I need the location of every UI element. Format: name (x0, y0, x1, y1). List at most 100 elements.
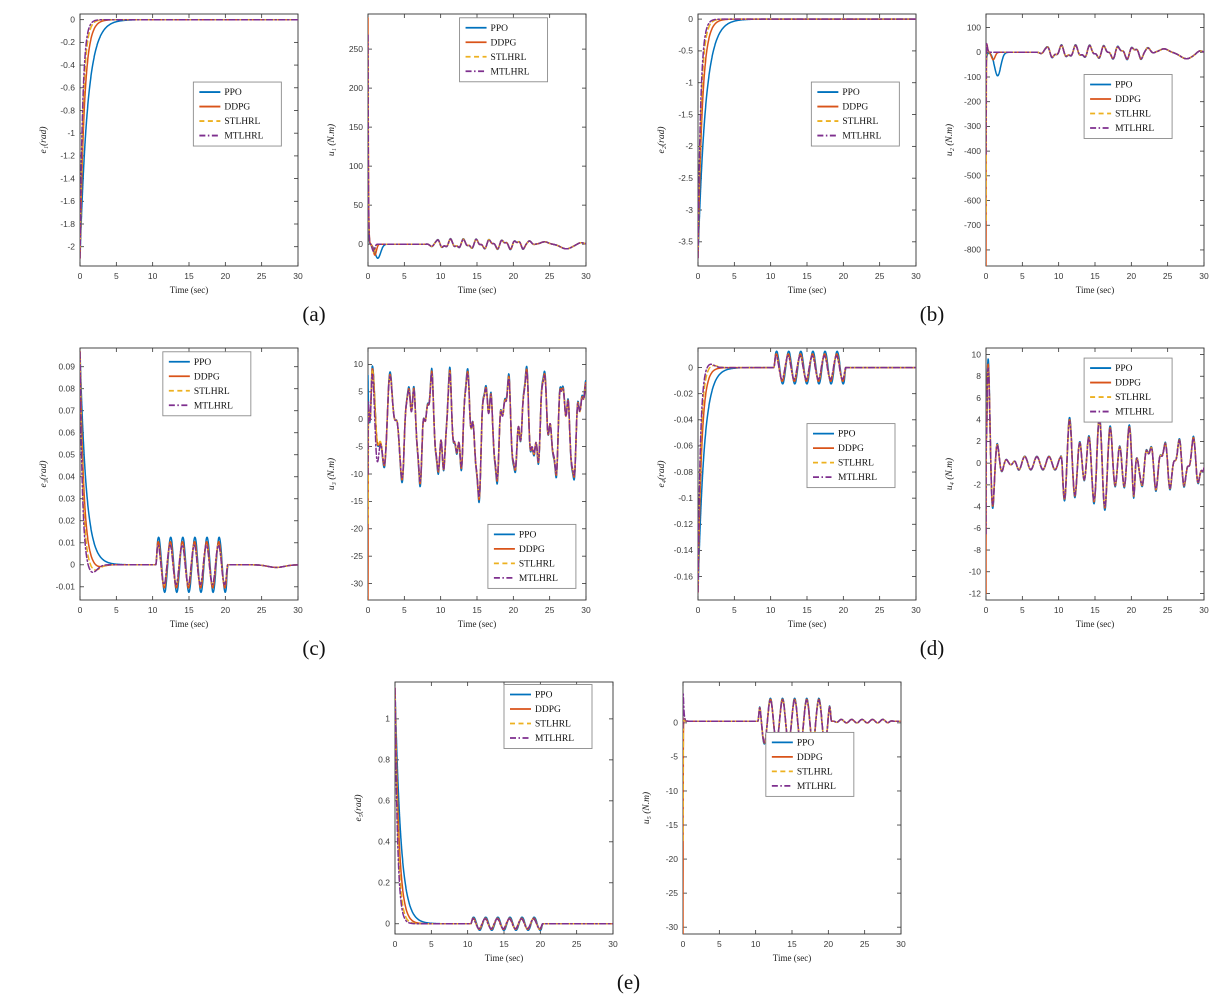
legend: PPO DDPG STLHRL MTLHRL (806, 423, 896, 489)
y-axis-label: e₃(rad) (38, 460, 49, 487)
x-tick-label: 30 (1199, 271, 1209, 281)
legend-label: PPO (194, 358, 212, 368)
x-tick-label: 15 (1090, 605, 1100, 615)
legend-label: DDPG (224, 103, 250, 113)
x-tick-label: 10 (1054, 605, 1064, 615)
legend-label: STLHRL (838, 459, 874, 469)
plot-svg-c_left: 0.09 0.08 0.07 0.06 0.05 0.04 0.03 0.02 0.01 0 -0.… (38, 347, 303, 629)
y-tick-label: -2 (67, 242, 75, 252)
figure-row: 0.09 0.08 0.07 0.06 0.05 0.04 0.03 0.02 0.01 0 -0.… (0, 340, 1217, 662)
y-tick-label: -0.14 (674, 545, 694, 555)
y-tick-label: -1.5 (678, 109, 693, 119)
chart-e_right: 0 -5 -10 -15 -20 -25 -30 0 5 10 15 20 25 30 Time (sec)… (637, 674, 909, 970)
y-tick-label: -600 (964, 195, 981, 205)
y-tick-label: -5 (355, 441, 363, 451)
series-line-MTLHRL (80, 351, 298, 586)
y-tick-label: 0 (688, 362, 693, 372)
y-tick-label: -8 (973, 545, 981, 555)
x-axis-label: Time (sec) (772, 953, 810, 963)
y-tick-label: 100 (967, 22, 981, 32)
plot-svg-b_left: 0 -0.5 -1 -1.5 -2 -2.5 -3 -3.5 0 5 10 15 20 25 30 Time … (656, 13, 921, 295)
y-tick-label: -0.16 (674, 571, 694, 581)
legend-label: MTLHRL (224, 132, 263, 142)
y-tick-label: -15 (351, 496, 364, 506)
x-tick-label: 25 (545, 605, 555, 615)
y-tick-label: 2 (976, 436, 981, 446)
legend-label: STLHRL (1115, 109, 1151, 119)
pair-charts: 0.09 0.08 0.07 0.06 0.05 0.04 0.03 0.02 0.01 0 -0.… (34, 340, 594, 636)
legend-label: DDPG (796, 753, 822, 763)
pair-charts: 0 -0.2 -0.4 -0.6 -0.8 -1 -1.2 -1.4 -1.6 -1.8 -2 0 5 1… (34, 6, 594, 302)
y-tick-label: -4 (973, 501, 981, 511)
legend-label: DDPG (838, 444, 864, 454)
legend: PPO DDPG STLHRL MTLHRL (487, 523, 577, 589)
legend-label: PPO (535, 691, 553, 701)
y-tick-label: -30 (351, 578, 364, 588)
legend-label: DDPG (842, 103, 868, 113)
legend-label: PPO (842, 88, 860, 98)
series-line-MTLHRL (368, 370, 586, 499)
figure-row: 0 0.2 0.4 0.6 0.8 1 0 5 10 15 20 25 30 Time (sec) e₅(r… (0, 674, 1217, 996)
y-tick-label: -1 (67, 128, 75, 138)
legend-label: STLHRL (491, 53, 527, 63)
x-tick-label: 5 (732, 271, 737, 281)
series-group (986, 358, 1204, 595)
x-tick-label: 10 (766, 605, 776, 615)
subfigure-pair-e: 0 0.2 0.4 0.6 0.8 1 0 5 10 15 20 25 30 Time (sec) e₅(r… (349, 674, 909, 996)
series-group (80, 18, 298, 259)
series-line-MTLHRL (986, 367, 1204, 535)
legend-label: DDPG (535, 705, 561, 715)
legend-label: PPO (519, 530, 537, 540)
series-line-MTLHRL (394, 687, 613, 930)
x-tick-label: 10 (436, 605, 446, 615)
x-axis-label: Time (sec) (484, 953, 522, 963)
y-tick-label: -100 (964, 72, 981, 82)
chart-e_left: 0 0.2 0.4 0.6 0.8 1 0 5 10 15 20 25 30 Time (sec) e₅(r… (349, 674, 621, 970)
legend-label: DDPG (491, 38, 517, 48)
y-tick-label: -1.2 (60, 151, 75, 161)
x-tick-label: 5 (732, 605, 737, 615)
y-tick-label: 0.6 (378, 796, 390, 806)
legend: PPO DDPG STLHRL MTLHRL (192, 81, 282, 147)
chart-b_right: 100 0 -100 -200 -300 -400 -500 -600 -700 -800 0 5 10… (940, 6, 1212, 302)
y-tick-label: 0.2 (378, 878, 390, 888)
x-tick-label: 0 (696, 605, 701, 615)
axes-box (697, 347, 917, 601)
y-tick-label: -500 (964, 171, 981, 181)
y-tick-label: 0.06 (58, 428, 75, 438)
legend-label: MTLHRL (842, 132, 881, 142)
x-tick-label: 30 (911, 271, 921, 281)
legend-label: DDPG (1115, 379, 1141, 389)
series-group (368, 17, 586, 259)
subfigure-caption: (a) (302, 302, 326, 326)
y-tick-label: -1.6 (60, 196, 75, 206)
x-tick-label: 15 (802, 271, 812, 281)
y-tick-label: 6 (976, 393, 981, 403)
y-tick-label: 0 (976, 458, 981, 468)
legend-label: MTLHRL (1115, 408, 1154, 418)
chart-a_right: 0 50 100 150 200 250 0 5 10 15 20 25 30 Time (sec) u₁ … (322, 6, 594, 302)
y-tick-label: 4 (976, 414, 981, 424)
y-tick-label: 0.05 (58, 450, 75, 460)
x-tick-label: 25 (875, 271, 885, 281)
y-tick-label: -25 (351, 551, 364, 561)
x-tick-label: 5 (402, 271, 407, 281)
y-tick-label: 8 (976, 371, 981, 381)
x-tick-label: 15 (184, 271, 194, 281)
legend-label: DDPG (1115, 95, 1141, 105)
x-tick-label: 20 (221, 605, 231, 615)
y-tick-label: -25 (665, 888, 678, 898)
y-tick-label: -1.4 (60, 173, 75, 183)
x-tick-label: 15 (802, 605, 812, 615)
y-tick-label: -3 (685, 205, 693, 215)
y-tick-label: 0.03 (58, 494, 75, 504)
legend-label: PPO (224, 88, 242, 98)
y-tick-label: 0 (70, 14, 75, 24)
x-tick-label: 5 (716, 939, 721, 949)
x-tick-label: 5 (1020, 271, 1025, 281)
x-tick-label: 20 (509, 605, 519, 615)
legend-label: STLHRL (796, 767, 832, 777)
chart-c_left: 0.09 0.08 0.07 0.06 0.05 0.04 0.03 0.02 0.01 0 -0.… (34, 340, 306, 636)
